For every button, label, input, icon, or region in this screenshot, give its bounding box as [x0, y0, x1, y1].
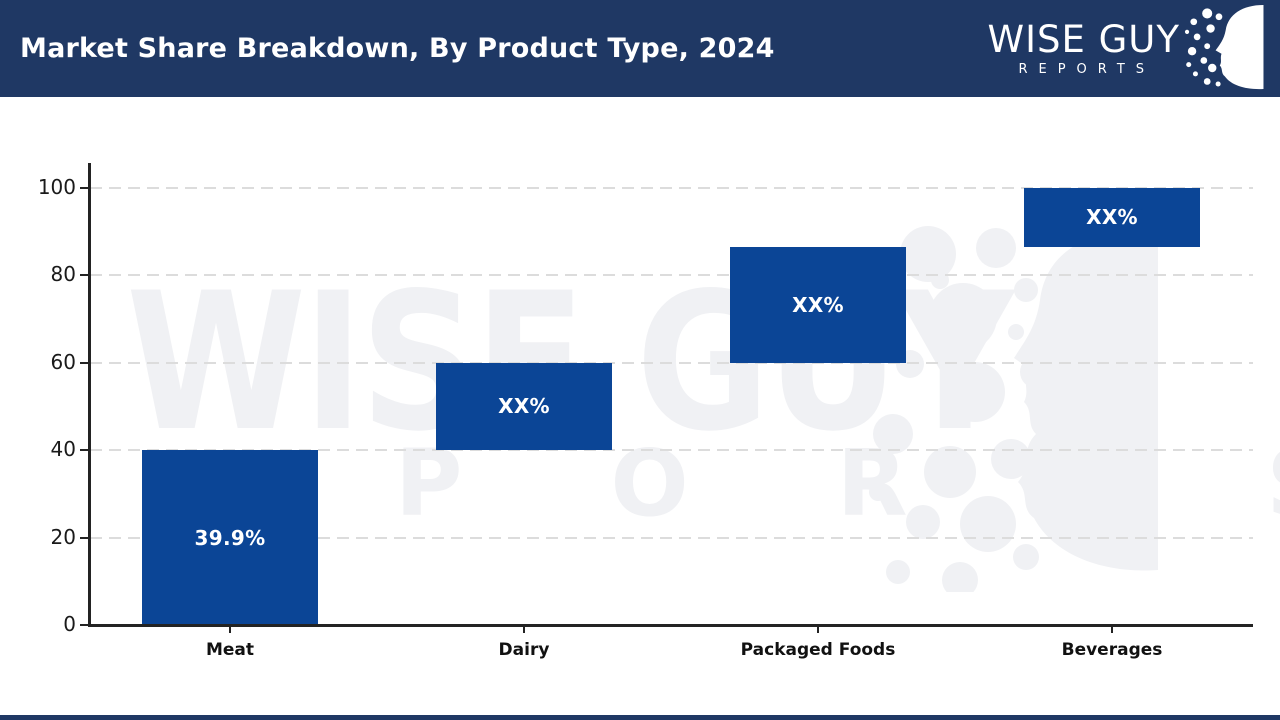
- bar-value-label-meat: 39.9%: [194, 525, 266, 550]
- category-label-beverages: Beverages: [1061, 640, 1163, 660]
- bar-value-label-dairy: XX%: [498, 394, 550, 419]
- bar-meat: 39.9%: [142, 450, 318, 625]
- footer-accent-strip: [0, 715, 1280, 720]
- y-tick-label-100: 100: [37, 174, 76, 199]
- gridline-20: [90, 536, 1253, 539]
- y-tick-label-0: 0: [63, 612, 76, 636]
- y-axis-tick-60: [80, 361, 88, 364]
- y-axis-tick-0: [80, 624, 88, 626]
- brand-name: WISE GUY: [987, 17, 1180, 61]
- y-axis: [88, 163, 91, 627]
- x-axis-tick-beverages: [1111, 627, 1113, 633]
- category-label-packaged-foods: Packaged Foods: [740, 640, 896, 660]
- gridline-80: [90, 274, 1253, 276]
- gridline-40: [90, 449, 1253, 451]
- category-label-meat: Meat: [205, 640, 255, 660]
- y-tick-label-60: 60: [50, 349, 76, 374]
- y-axis-tick-20: [80, 536, 88, 539]
- y-tick-label-80: 80: [50, 262, 76, 286]
- face-dots-watermark: [868, 222, 1178, 598]
- x-axis-tick-dairy: [523, 627, 525, 633]
- x-axis: [88, 624, 1253, 627]
- bar-dairy: XX%: [436, 362, 612, 451]
- gridline-60: [90, 361, 1253, 364]
- bar-value-label-packaged-foods: XX%: [792, 292, 844, 317]
- y-axis-tick-80: [80, 274, 88, 276]
- category-label-dairy: Dairy: [498, 640, 550, 660]
- page-title: Market Share Breakdown, By Product Type,…: [20, 33, 775, 64]
- y-axis-tick-100: [80, 186, 88, 189]
- bar-packaged-foods: XX%: [730, 246, 906, 363]
- y-tick-label-40: 40: [50, 437, 76, 461]
- bar-beverages: XX%: [1024, 187, 1200, 247]
- header-bar: Market Share Breakdown, By Product Type,…: [0, 0, 1280, 97]
- brand-subtitle: REPORTS: [1018, 61, 1156, 77]
- x-axis-tick-packaged-foods: [817, 627, 819, 633]
- gridline-100: [90, 186, 1253, 189]
- bar-value-label-beverages: XX%: [1086, 205, 1138, 230]
- y-tick-label-20: 20: [50, 524, 76, 549]
- y-axis-tick-40: [80, 449, 88, 451]
- brand-logo: WISE GUY REPORTS: [988, 3, 1266, 95]
- x-axis-tick-meat: [229, 627, 231, 633]
- face-dots-icon: [1182, 3, 1266, 95]
- brand-text: WISE GUY REPORTS: [988, 21, 1180, 77]
